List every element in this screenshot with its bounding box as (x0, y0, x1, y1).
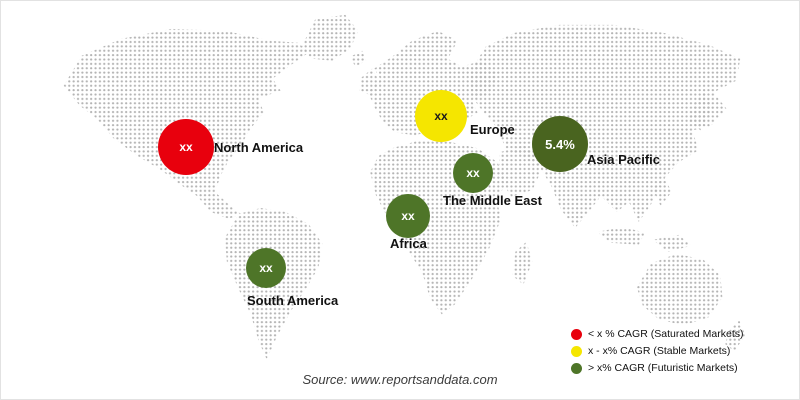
source-attribution: Source: www.reportsanddata.com (302, 372, 498, 387)
legend-dot-yellow (571, 345, 582, 357)
region-value-asia-pacific: 5.4% (545, 136, 575, 152)
region-label-middle-east: The Middle East (443, 193, 542, 208)
island-iceland (350, 50, 367, 67)
legend-dot-red (571, 328, 582, 340)
legend-dot-green (571, 362, 582, 374)
island-indonesia-west (597, 226, 645, 245)
legend: < x % CAGR (Saturated Markets) x - x% CA… (571, 328, 744, 374)
legend-label-saturated: < x % CAGR (Saturated Markets) (588, 328, 744, 340)
region-bubble-africa: xx (386, 194, 430, 238)
continent-asia (469, 24, 741, 228)
region-label-north-america: North America (214, 140, 304, 155)
region-bubble-asia-pacific: 5.4% (532, 116, 588, 172)
continent-australia (636, 253, 723, 326)
island-greenland (300, 14, 359, 61)
region-label-south-america: South America (247, 293, 339, 308)
region-label-asia-pacific: Asia Pacific (587, 152, 660, 167)
region-value-north-america: xx (179, 140, 193, 154)
region-label-africa: Africa (390, 236, 427, 251)
island-madagascar (512, 241, 533, 285)
region-bubble-middle-east: xx (453, 153, 493, 193)
region-bubble-south-america: xx (246, 248, 286, 288)
legend-label-stable: x - x% CAGR (Stable Markets) (588, 345, 731, 357)
legend-item-futuristic: > x% CAGR (Futuristic Markets) (571, 362, 744, 374)
legend-item-stable: x - x% CAGR (Stable Markets) (571, 345, 744, 357)
region-value-europe: xx (434, 109, 448, 123)
island-philippines (652, 176, 672, 206)
region-value-south-america: xx (259, 261, 273, 275)
region-value-middle-east: xx (466, 166, 480, 180)
island-indonesia-east (652, 234, 692, 252)
region-bubble-europe: xx (415, 90, 467, 142)
region-label-europe: Europe (470, 122, 515, 137)
legend-item-saturated: < x % CAGR (Saturated Markets) (571, 328, 744, 340)
region-value-africa: xx (401, 209, 415, 223)
region-bubble-north-america: xx (158, 119, 214, 175)
island-japan (689, 90, 714, 131)
legend-label-futuristic: > x% CAGR (Futuristic Markets) (588, 362, 738, 374)
island-new-zealand (725, 320, 746, 352)
